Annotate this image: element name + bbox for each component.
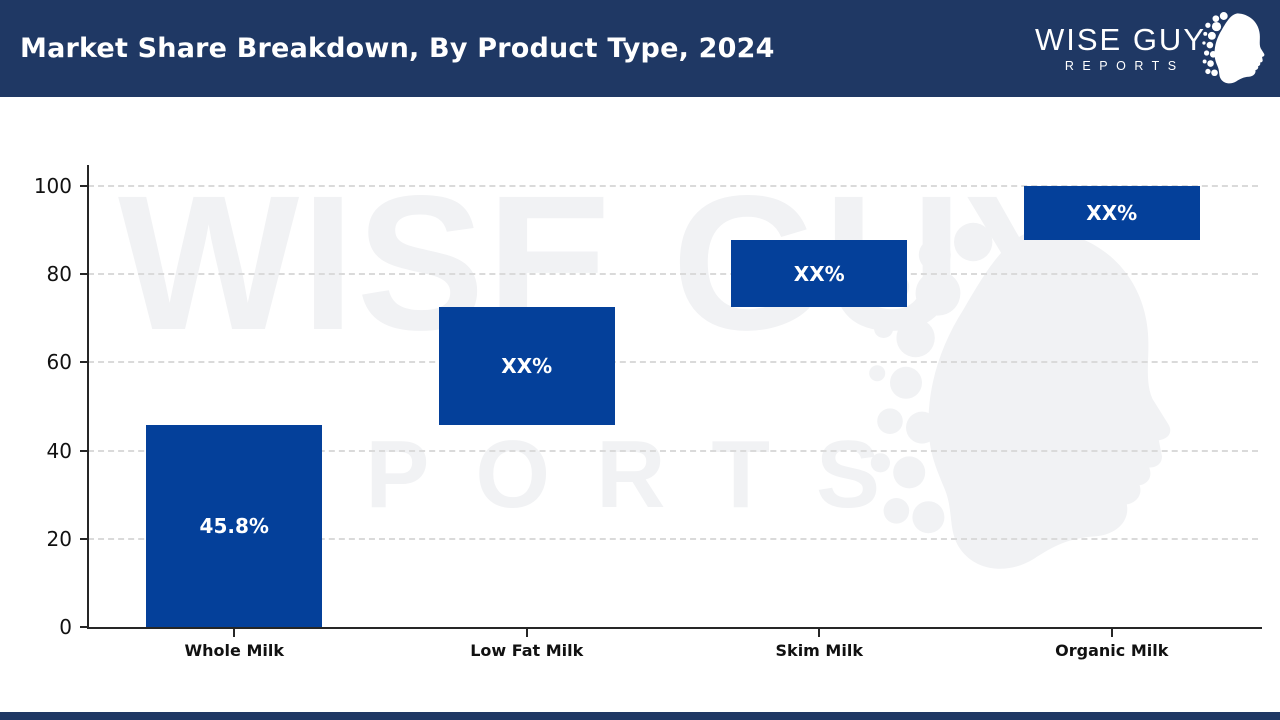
gridline xyxy=(88,185,1258,187)
logo-text: WISE GUY REPORTS xyxy=(1035,24,1206,73)
y-axis-tick xyxy=(80,626,88,628)
bar-segment-skim-milk: XX% xyxy=(731,239,908,308)
y-axis-tick-label: 100 xyxy=(33,174,72,198)
bar-value-label: XX% xyxy=(501,354,553,379)
bar-value-label: XX% xyxy=(793,261,845,286)
x-axis-tick xyxy=(525,629,528,637)
y-axis-tick xyxy=(80,185,88,187)
x-axis-category-label: Whole Milk xyxy=(184,641,284,660)
wise-guy-reports-logo: WISE GUY REPORTS xyxy=(1035,11,1266,86)
bar-value-label: 45.8% xyxy=(199,514,269,538)
x-axis-category-label: Organic Milk xyxy=(1055,641,1169,660)
logo-subtitle: REPORTS xyxy=(1064,58,1185,73)
y-axis-tick-label: 80 xyxy=(46,262,72,287)
bar-segment-low-fat-milk: XX% xyxy=(438,307,615,425)
gridline xyxy=(88,449,1258,452)
x-axis-category-label: Skim Milk xyxy=(775,641,863,660)
page-title: Market Share Breakdown, By Product Type,… xyxy=(20,33,775,64)
logo-head-icon xyxy=(1202,11,1265,83)
header-band: Market Share Breakdown, By Product Type,… xyxy=(0,0,1280,97)
x-axis-category-label: Low Fat Milk xyxy=(470,641,584,660)
y-axis-tick-label: 20 xyxy=(46,526,72,551)
logo-wordmark: WISE GUY xyxy=(1034,22,1206,58)
y-axis-tick xyxy=(80,361,88,364)
y-axis-line xyxy=(87,165,89,629)
footer-band xyxy=(0,712,1280,720)
x-axis-line xyxy=(87,627,1262,629)
gridline xyxy=(88,537,1258,540)
x-axis-tick xyxy=(818,629,821,637)
x-axis-tick xyxy=(1110,629,1113,637)
y-axis-tick-label: 0 xyxy=(59,615,72,639)
y-axis-tick xyxy=(80,449,88,452)
bar-segment-organic-milk: XX% xyxy=(1023,186,1200,240)
x-axis-tick xyxy=(233,629,236,637)
y-axis-tick-label: 40 xyxy=(46,438,72,463)
y-axis-tick xyxy=(80,537,88,540)
gridline xyxy=(88,361,1258,364)
bar-segment-whole-milk: 45.8% xyxy=(146,425,323,627)
bar-value-label: XX% xyxy=(1086,200,1138,225)
gridline xyxy=(88,273,1258,276)
y-axis-tick-label: 60 xyxy=(46,350,72,375)
y-axis-tick xyxy=(80,273,88,276)
